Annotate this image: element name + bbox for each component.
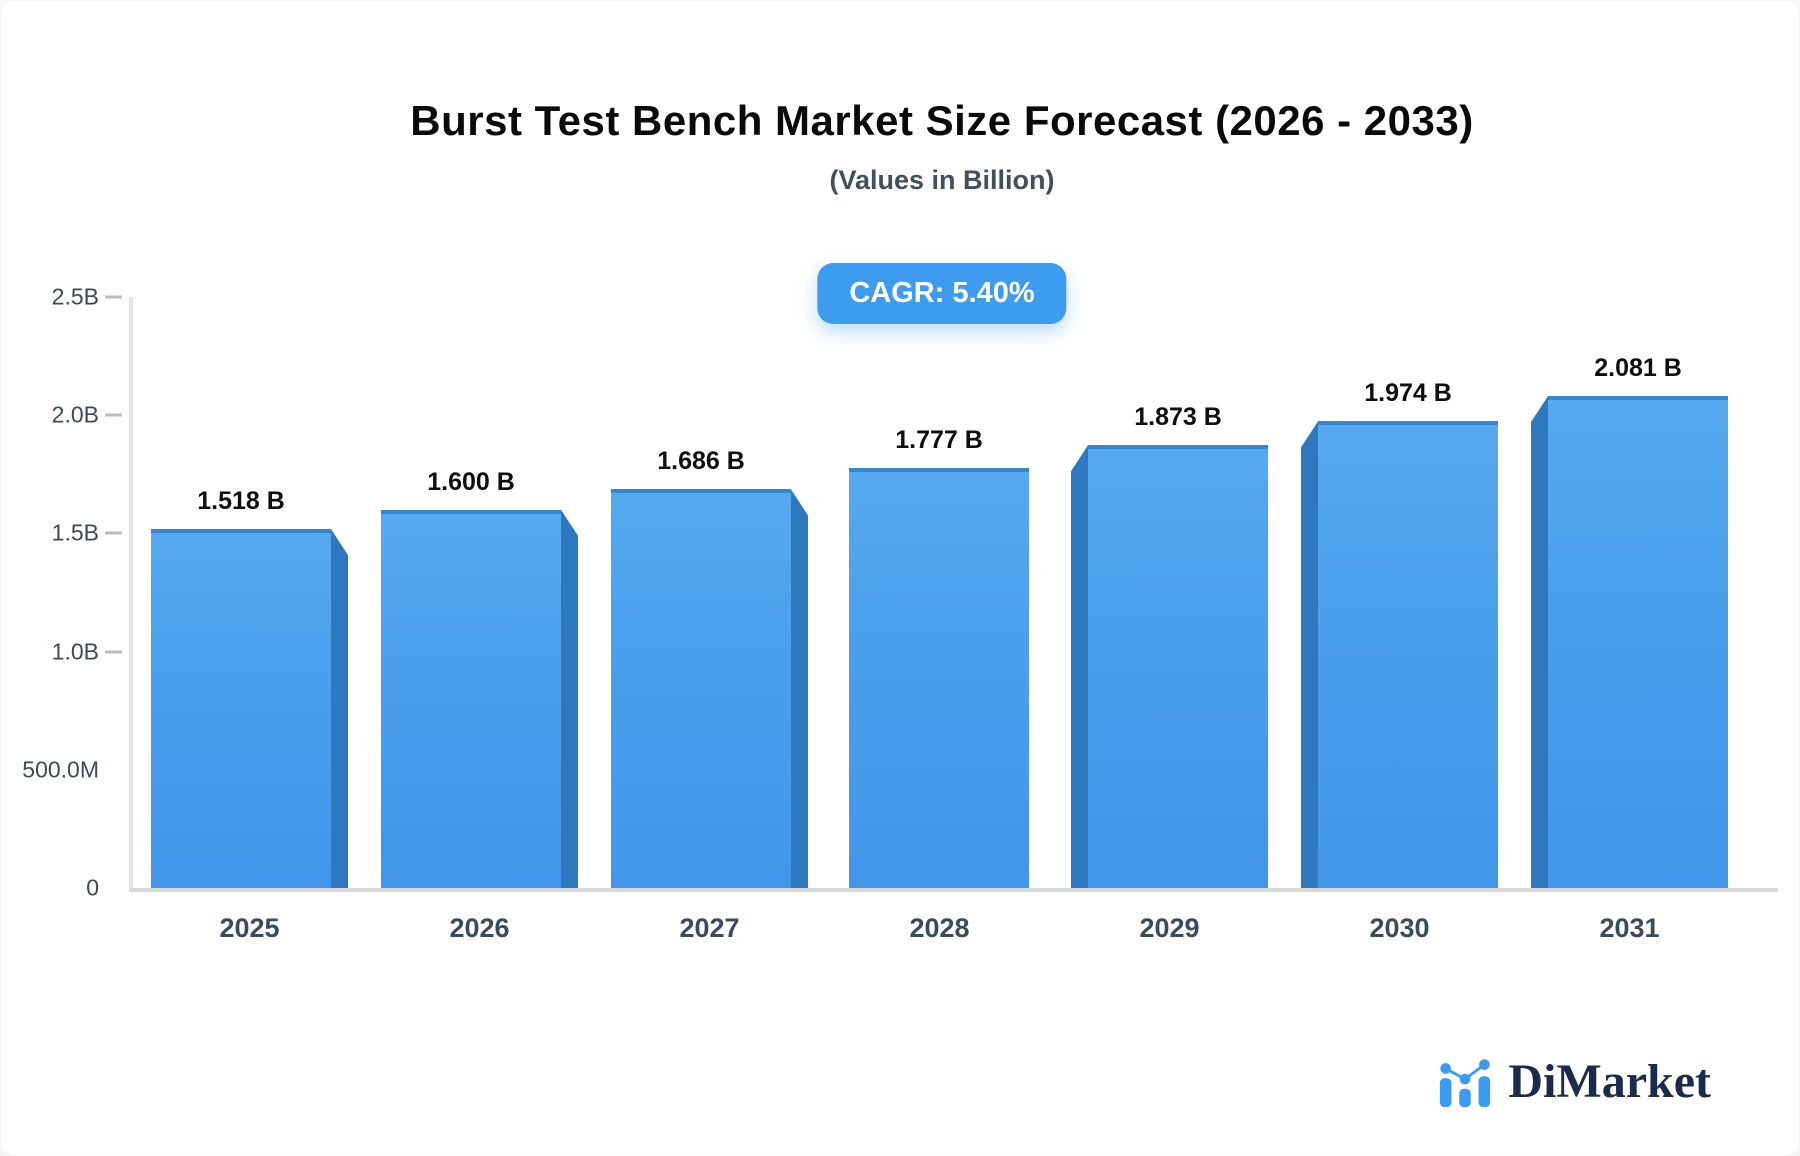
bar-3d-side-2026 <box>561 509 578 888</box>
x-axis-line <box>129 888 1778 892</box>
y-axis-label-2.5B: 2.5B <box>51 283 99 310</box>
bar-3d-side-2027 <box>791 489 808 888</box>
bar-value-label-2027: 1.686 B <box>657 447 745 476</box>
y-axis-label-1.5B: 1.5B <box>51 519 99 546</box>
y-axis-tick <box>105 531 122 535</box>
chart-subtitle: (Values in Billion) <box>829 165 1055 195</box>
x-axis-label-2031: 2031 <box>1599 913 1660 943</box>
bar-value-label-2028: 1.777 B <box>895 425 983 454</box>
x-axis-label-2025: 2025 <box>219 913 280 943</box>
x-axis-label-2030: 2030 <box>1369 913 1430 943</box>
bar-3d-side-2029 <box>1071 445 1088 888</box>
brand-logo-text: DiMarket <box>1508 1055 1711 1108</box>
y-axis-tick <box>105 650 122 654</box>
bar-2026 <box>381 509 561 888</box>
x-axis-label-2027: 2027 <box>679 913 740 943</box>
x-axis-label-2029: 2029 <box>1139 913 1200 943</box>
y-axis-line <box>129 297 133 892</box>
bar-2029 <box>1088 445 1268 888</box>
brand-logo: DiMarket <box>1436 1053 1711 1111</box>
y-axis-label-2.0B: 2.0B <box>51 401 99 428</box>
y-axis-label-500.0M: 500.0M <box>22 756 99 783</box>
cagr-badge: CAGR: 5.40% <box>817 263 1067 324</box>
bar-value-label-2025: 1.518 B <box>197 487 285 516</box>
y-axis-label-0: 0 <box>86 874 99 901</box>
x-axis-label-2026: 2026 <box>449 913 510 943</box>
y-axis-tick <box>105 413 122 417</box>
bar-2031 <box>1548 396 1728 888</box>
y-axis-tick <box>105 295 122 299</box>
bar-3d-side-2030 <box>1301 421 1318 888</box>
bar-value-label-2029: 1.873 B <box>1134 403 1222 432</box>
x-axis-label-2028: 2028 <box>909 913 970 943</box>
bar-2025 <box>151 529 331 888</box>
bar-value-label-2031: 2.081 B <box>1594 354 1682 383</box>
bar-3d-side-2025 <box>331 529 348 888</box>
bar-2030 <box>1318 421 1498 888</box>
chart-title: Burst Test Bench Market Size Forecast (2… <box>410 97 1474 144</box>
bar-3d-side-2031 <box>1531 396 1548 888</box>
bar-chart-logo-icon <box>1436 1053 1494 1111</box>
bar-value-label-2030: 1.974 B <box>1364 379 1452 408</box>
bar-2028 <box>849 467 1029 888</box>
y-axis-label-1.0B: 1.0B <box>51 638 99 665</box>
bar-value-label-2026: 1.600 B <box>427 467 515 496</box>
bar-2027 <box>611 489 791 888</box>
